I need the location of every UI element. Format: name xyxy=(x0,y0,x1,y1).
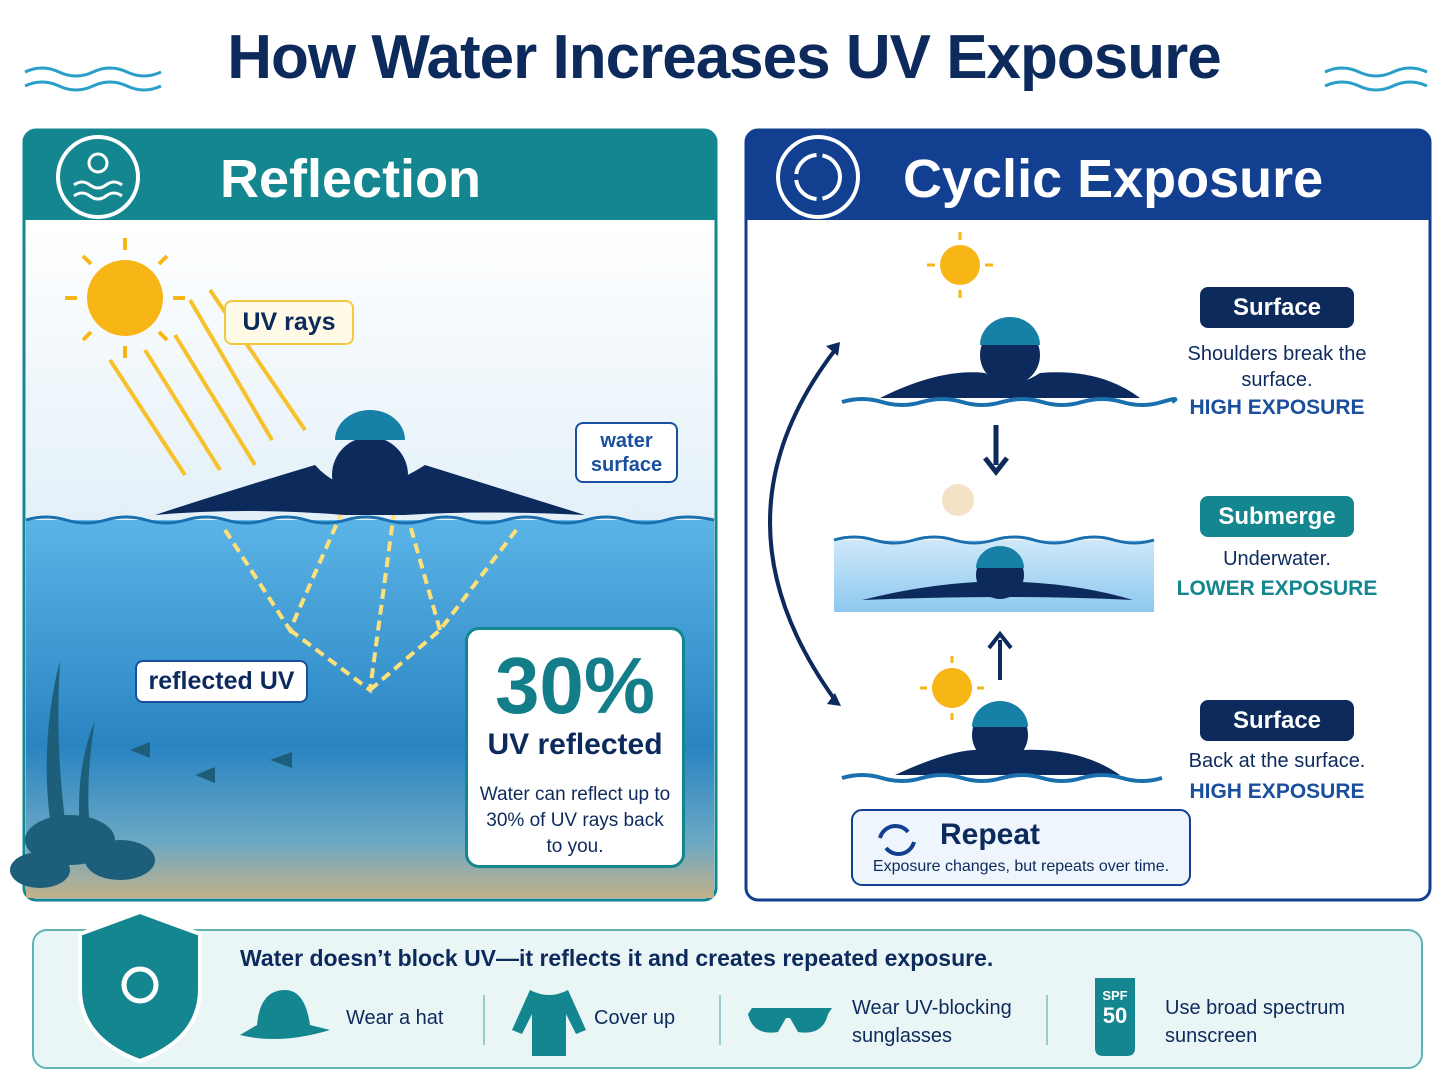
cyclic-header xyxy=(746,130,1430,220)
stage-exposure: HIGH EXPOSURE xyxy=(1189,396,1365,419)
water-line xyxy=(25,515,715,525)
tip: Wear a hat xyxy=(346,1007,444,1029)
stage-tag: Surface xyxy=(1200,287,1354,328)
icon-sun xyxy=(87,152,109,174)
tip-icons xyxy=(240,978,1135,1056)
stat-value: 30% xyxy=(494,641,656,730)
title-waves xyxy=(24,66,1428,92)
footer-box xyxy=(32,929,1423,1069)
title: How Water Increases UV Exposure xyxy=(227,23,1222,92)
stat-text: Water can reflect up to 30% of UV rays b… xyxy=(479,784,671,857)
stage-exposure: HIGH EXPOSURE xyxy=(1189,780,1365,803)
reflected-rays xyxy=(223,504,522,694)
tip: Cover up xyxy=(594,1007,676,1029)
stat-box: 30% UV reflected Water can reflect up to… xyxy=(465,627,685,868)
stage-2-swimmer xyxy=(833,484,1155,612)
stage-description: Shoulders break the surface. xyxy=(1187,343,1367,391)
icon-cycle xyxy=(794,153,842,201)
down-arrow xyxy=(983,425,1009,477)
reflected-uv-label: reflected UV xyxy=(135,660,308,703)
stage-3-swimmer xyxy=(841,656,1163,783)
up-arrow xyxy=(987,630,1013,680)
sun-rays xyxy=(65,238,185,358)
sun xyxy=(87,260,163,336)
sun-water-icon xyxy=(56,135,140,219)
repeat-box xyxy=(851,809,1191,886)
spf-value: 50 xyxy=(1102,1003,1128,1028)
footer-message: Water doesn’t block UV—it reflects it an… xyxy=(240,945,994,971)
cycle-icon xyxy=(776,135,860,219)
stat-label: UV reflected xyxy=(487,728,663,761)
seabed xyxy=(10,660,292,888)
stage-tag: Surface xyxy=(1200,700,1354,741)
tip: Wear UV-blocking sunglasses xyxy=(852,997,1012,1047)
stage-1-swimmer xyxy=(841,232,1178,407)
stage-tag: Submerge xyxy=(1200,496,1354,537)
repeat-title: Repeat xyxy=(940,818,1041,851)
tip: Use broad spectrum sunscreen xyxy=(1165,997,1346,1047)
cycle-arrow xyxy=(768,348,837,702)
uv-rays-label: UV rays xyxy=(224,300,354,345)
water-surface-label: water surface xyxy=(575,422,678,483)
swimmer xyxy=(155,410,585,515)
shield-sun xyxy=(121,966,159,1004)
spf-label: SPF xyxy=(1102,988,1128,1003)
stage-description: Underwater. xyxy=(1223,548,1331,570)
reflection-heading: Reflection xyxy=(220,149,482,209)
icon-waves xyxy=(73,180,123,201)
repeat-icon xyxy=(878,824,916,856)
stage-exposure: LOWER EXPOSURE xyxy=(1176,577,1378,600)
dividers xyxy=(483,995,1048,1045)
repeat-text: Exposure changes, but repeats over time. xyxy=(872,858,1170,875)
reflection-header xyxy=(24,130,716,220)
cyclic-heading: Cyclic Exposure xyxy=(903,149,1324,209)
shield-icon xyxy=(78,909,202,1064)
stage-description: Back at the surface. xyxy=(1188,750,1366,772)
